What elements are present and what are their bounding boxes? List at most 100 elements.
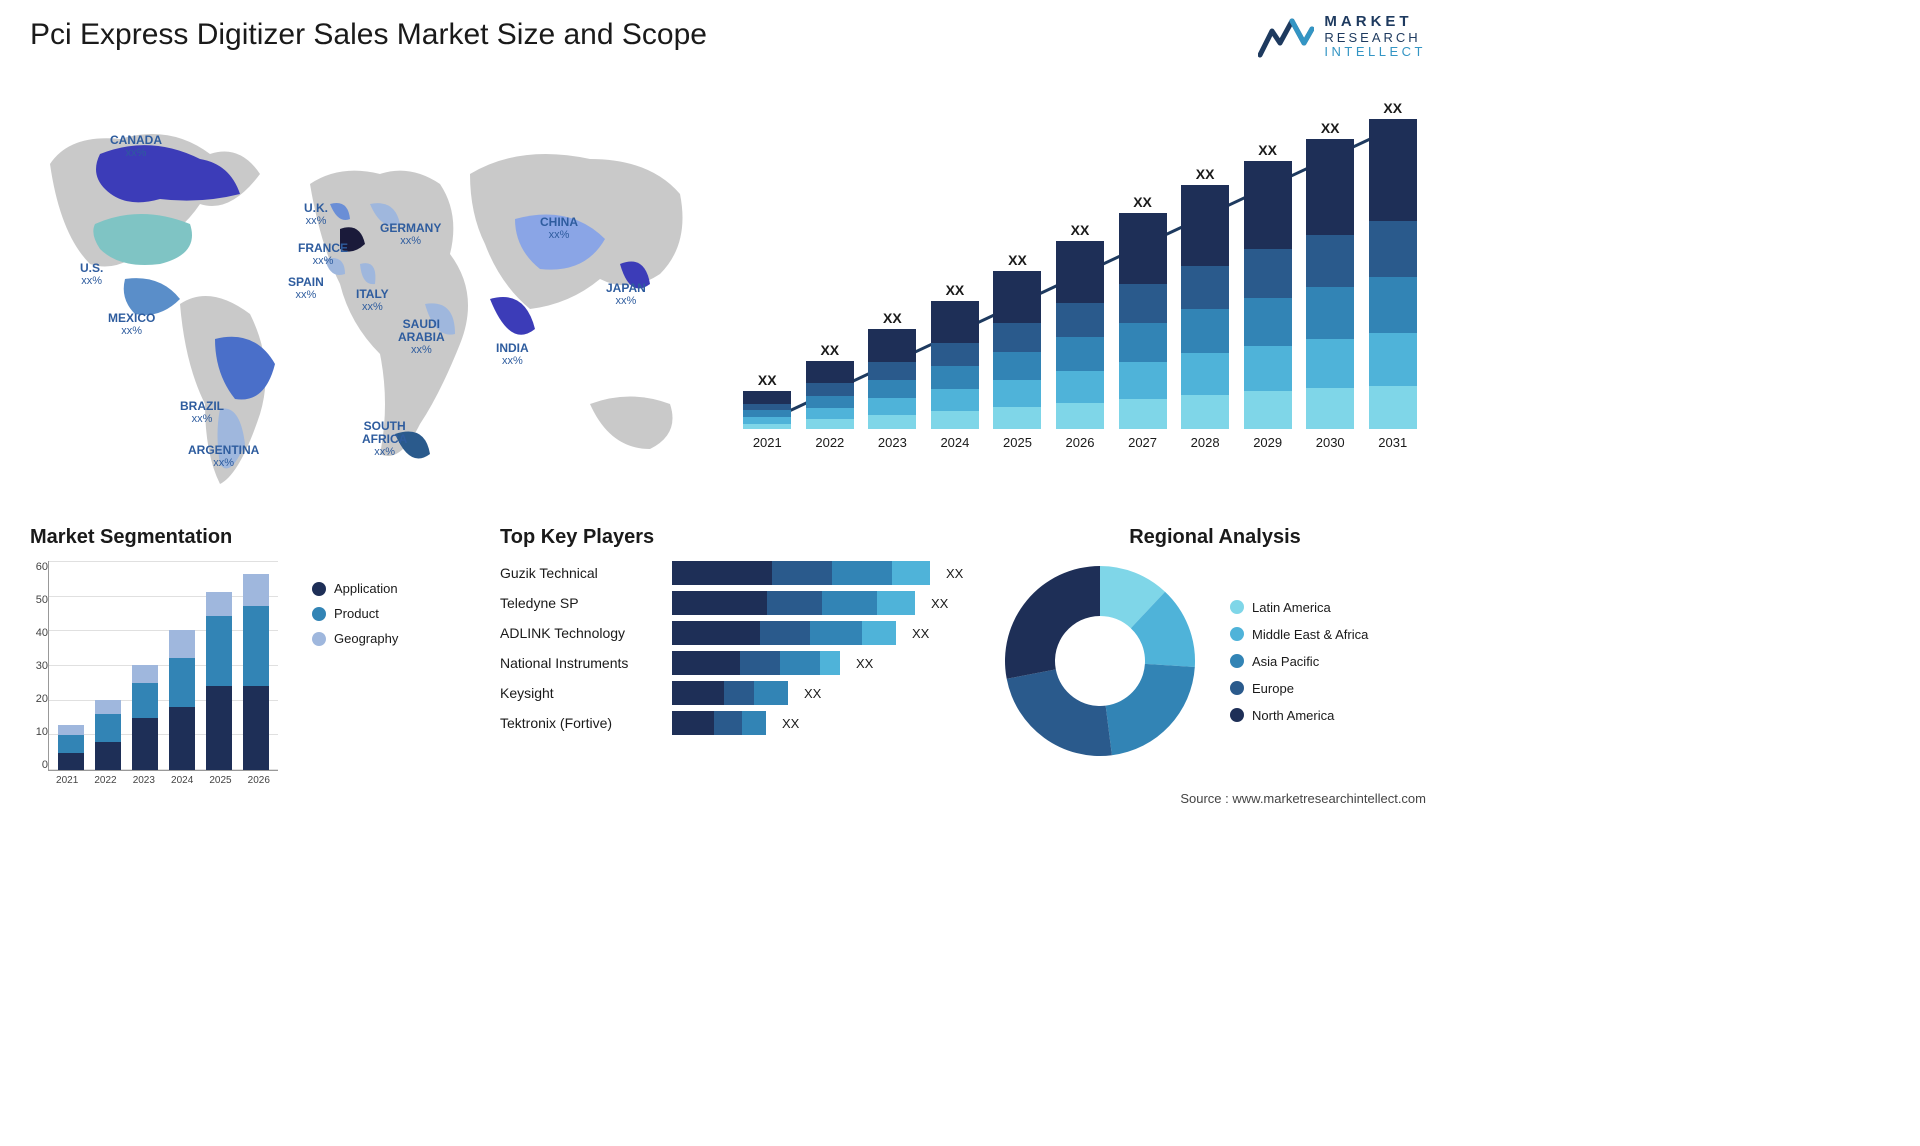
growth-bar-segment — [806, 396, 854, 408]
map-label: BRAZILxx% — [180, 400, 224, 425]
legend-dot-icon — [1230, 681, 1244, 695]
legend-label: Geography — [334, 631, 398, 646]
growth-bar — [1056, 241, 1104, 429]
growth-bar-segment — [931, 411, 979, 429]
growth-bar-segment — [1369, 119, 1417, 221]
player-bar-segment — [740, 651, 780, 675]
growth-value-label: XX — [1008, 252, 1027, 268]
regional-legend: Latin AmericaMiddle East & AfricaAsia Pa… — [1230, 600, 1368, 723]
player-bar-segment — [742, 711, 766, 735]
growth-bar-segment — [806, 383, 854, 395]
growth-bar-segment — [1056, 371, 1104, 403]
growth-bar-segment — [931, 366, 979, 389]
seg-bar-segment — [206, 616, 232, 686]
growth-column: XX 2028 — [1178, 166, 1233, 450]
growth-bar-segment — [993, 407, 1041, 429]
growth-value-label: XX — [758, 372, 777, 388]
seg-bar-segment — [243, 606, 269, 687]
player-bar-segment — [672, 651, 740, 675]
growth-bar-segment — [1244, 298, 1292, 346]
legend-dot-icon — [1230, 600, 1244, 614]
growth-year-label: 2024 — [940, 435, 969, 450]
growth-bar — [806, 361, 854, 429]
logo-icon — [1258, 15, 1314, 59]
growth-bar — [1369, 119, 1417, 429]
growth-value-label: XX — [883, 310, 902, 326]
growth-value-label: XX — [1071, 222, 1090, 238]
map-label: GERMANYxx% — [380, 222, 441, 247]
growth-bar-segment — [1056, 241, 1104, 303]
player-value-label: XX — [946, 566, 963, 581]
growth-value-label: XX — [1133, 194, 1152, 210]
growth-column: XX2022 — [803, 342, 858, 450]
segmentation-chart: 6050403020100 202120222023202420252026 A… — [30, 561, 480, 786]
seg-column — [132, 665, 158, 770]
growth-value-label: XX — [1258, 142, 1277, 158]
regional-title: Regional Analysis — [1000, 526, 1430, 549]
growth-column: XX2024 — [928, 282, 983, 450]
growth-bar-segment — [1181, 309, 1229, 353]
logo-line1: MARKET — [1324, 14, 1426, 31]
growth-bar-segment — [1119, 362, 1167, 399]
growth-bar-segment — [1306, 287, 1354, 339]
growth-column: XX 2021 — [740, 372, 795, 450]
player-bar-segment — [672, 711, 714, 735]
map-label: CHINAxx% — [540, 216, 578, 241]
growth-column: XX2031 — [1365, 100, 1420, 450]
growth-bar-segment — [1244, 391, 1292, 429]
player-name: Guzik Technical — [500, 565, 660, 581]
legend-dot-icon — [312, 607, 326, 621]
player-row: ADLINK TechnologyXX — [500, 621, 970, 645]
player-row: Guzik Technical XX — [500, 561, 970, 585]
donut-slice — [1005, 566, 1100, 679]
growth-bar-segment — [806, 419, 854, 429]
legend-dot-icon — [312, 582, 326, 596]
player-bar — [672, 561, 930, 585]
logo-line3: INTELLECT — [1324, 45, 1426, 59]
seg-bar-segment — [132, 665, 158, 683]
player-bar-segment — [820, 651, 840, 675]
map-label: U.K.xx% — [304, 202, 328, 227]
seg-plot-area — [48, 561, 278, 771]
growth-bar-segment — [1056, 337, 1104, 371]
growth-bar-segment — [1056, 303, 1104, 337]
player-name: National Instruments — [500, 655, 660, 671]
growth-year-label: 2021 — [753, 435, 782, 450]
player-name: Teledyne SP — [500, 595, 660, 611]
legend-item: Asia Pacific — [1230, 654, 1368, 669]
growth-column: XX2027 — [1115, 194, 1170, 450]
growth-bar-segment — [993, 271, 1041, 323]
player-bar-segment — [724, 681, 754, 705]
seg-bar-segment — [243, 686, 269, 770]
legend-item: Product — [312, 606, 398, 621]
growth-value-label: XX — [1196, 166, 1215, 182]
growth-column: XX2026 — [1053, 222, 1108, 450]
player-bar-segment — [772, 561, 832, 585]
player-bar-segment — [862, 621, 896, 645]
growth-bar-segment — [806, 361, 854, 383]
seg-bar-segment — [58, 725, 84, 736]
player-bar-segment — [832, 561, 892, 585]
growth-year-label: 2028 — [1191, 435, 1220, 450]
growth-bar-segment — [806, 408, 854, 420]
player-bar — [672, 681, 788, 705]
growth-value-label: XX — [1321, 120, 1340, 136]
growth-bar-segment — [868, 380, 916, 398]
seg-bar-segment — [132, 683, 158, 718]
seg-bar-segment — [95, 700, 121, 714]
players-title: Top Key Players — [500, 526, 970, 549]
map-label: ARGENTINAxx% — [188, 444, 259, 469]
player-value-label: XX — [804, 686, 821, 701]
legend-item: North America — [1230, 708, 1368, 723]
seg-bars — [49, 561, 278, 770]
growth-bar-segment — [1244, 346, 1292, 392]
player-name: Tektronix (Fortive) — [500, 715, 660, 731]
legend-item: Geography — [312, 631, 398, 646]
growth-bar-segment — [743, 424, 791, 429]
legend-label: Latin America — [1252, 600, 1331, 615]
world-map-section: CANADAxx%U.S.xx%MEXICOxx%BRAZILxx%ARGENT… — [30, 104, 710, 504]
growth-bar-segment — [1369, 333, 1417, 386]
growth-bar-segment — [1306, 388, 1354, 429]
growth-bar-segment — [1181, 185, 1229, 266]
growth-year-label: 2029 — [1253, 435, 1282, 450]
